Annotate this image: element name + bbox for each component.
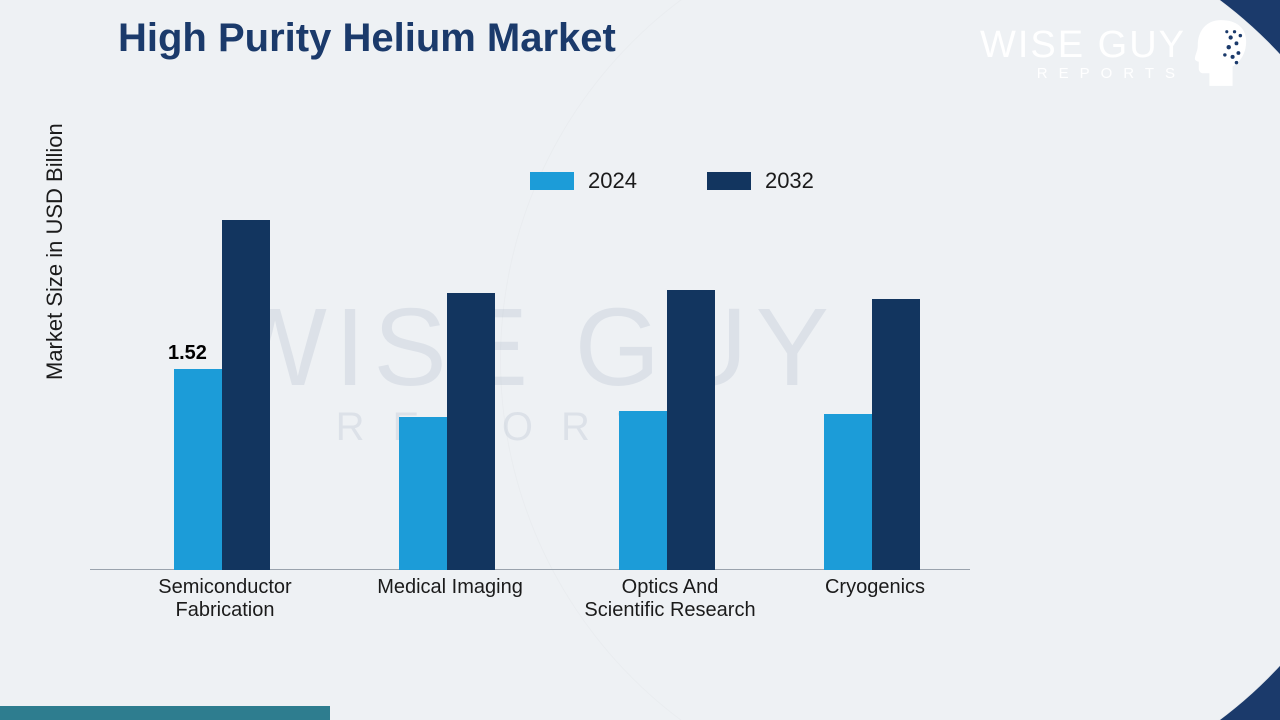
legend-label-2024: 2024 bbox=[588, 168, 637, 194]
brand-logo: WISE GUY REPORTS bbox=[980, 18, 1260, 88]
logo-sub-text: REPORTS bbox=[1037, 66, 1186, 81]
chart-plot-area: 1.52Semiconductor FabricationMedical Ima… bbox=[110, 200, 950, 570]
logo-main-text: WISE GUY bbox=[980, 26, 1186, 64]
chart-title: High Purity Helium Market bbox=[118, 16, 616, 61]
bar bbox=[222, 220, 270, 570]
bar bbox=[447, 293, 495, 571]
bar-value-label: 1.52 bbox=[168, 342, 207, 365]
legend-swatch-2024 bbox=[530, 172, 574, 190]
bar bbox=[399, 417, 447, 570]
ai-head-icon bbox=[1192, 18, 1250, 88]
legend-item-2032: 2032 bbox=[707, 168, 814, 194]
legend-label-2032: 2032 bbox=[765, 168, 814, 194]
y-axis-label: Market Size in USD Billion bbox=[42, 123, 68, 380]
category-label: Optics And Scientific Research bbox=[580, 576, 760, 622]
bar bbox=[174, 369, 222, 570]
category-label: Semiconductor Fabrication bbox=[135, 576, 315, 622]
legend-item-2024: 2024 bbox=[530, 168, 637, 194]
legend-swatch-2032 bbox=[707, 172, 751, 190]
bar bbox=[667, 290, 715, 570]
bottom-accent-strip bbox=[0, 706, 330, 720]
legend: 2024 2032 bbox=[530, 168, 814, 194]
bar bbox=[824, 414, 872, 570]
category-label: Cryogenics bbox=[785, 576, 965, 599]
bar bbox=[872, 299, 920, 570]
bar bbox=[619, 411, 667, 570]
category-label: Medical Imaging bbox=[360, 576, 540, 599]
